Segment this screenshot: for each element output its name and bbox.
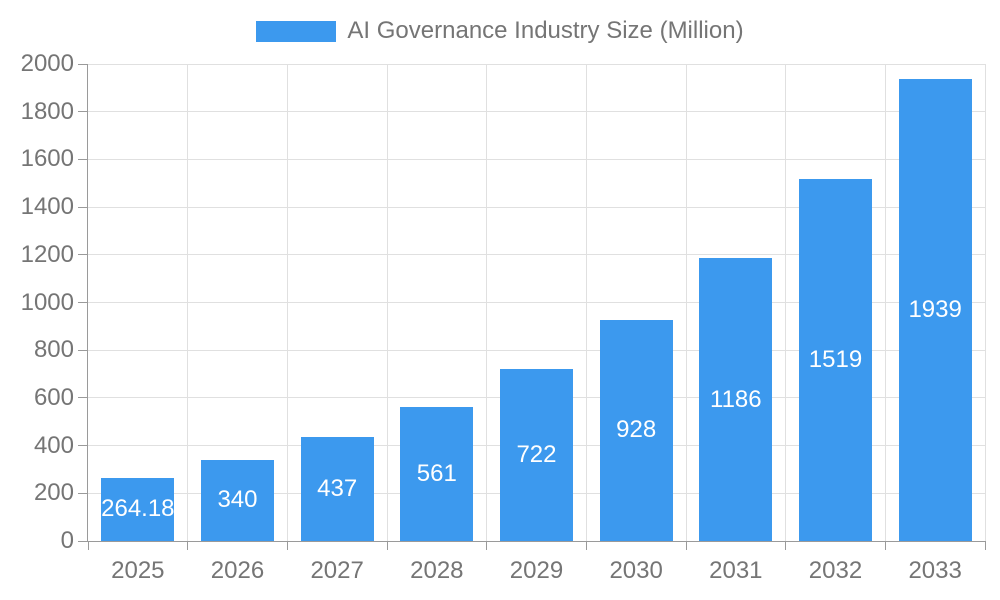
- legend-swatch-icon: [256, 20, 337, 42]
- y-tick-label: 2000: [20, 50, 74, 77]
- bar-value-label: 1186: [710, 385, 762, 413]
- x-tick-label: 2027: [310, 557, 364, 584]
- y-axis-tick: [78, 492, 88, 494]
- y-gridline: [88, 63, 985, 65]
- bar[interactable]: [898, 78, 972, 541]
- y-gridline: [88, 158, 985, 160]
- legend[interactable]: AI Governance Industry Size (Million): [0, 18, 1000, 44]
- bar[interactable]: [599, 319, 673, 541]
- x-axis-tick: [187, 541, 189, 550]
- bar-value-label: 722: [516, 440, 557, 468]
- y-axis-tick: [78, 302, 88, 303]
- x-gridline: [386, 64, 388, 541]
- y-gridline: [88, 254, 985, 256]
- bar-value-label: 1939: [908, 295, 962, 323]
- y-tick-label: 400: [33, 431, 74, 459]
- x-gridline: [685, 64, 687, 541]
- y-tick-label: 1400: [20, 193, 74, 221]
- y-tick-label: 1600: [20, 145, 74, 173]
- y-axis-tick: [78, 397, 88, 399]
- y-axis-tick: [78, 206, 88, 208]
- bar[interactable]: [400, 407, 474, 541]
- x-gridline: [486, 64, 488, 541]
- y-tick-label: 1000: [20, 288, 74, 316]
- x-tick-label: 2026: [210, 557, 265, 584]
- x-axis-tick: [486, 541, 488, 550]
- x-gridline: [286, 64, 288, 541]
- bar[interactable]: [300, 436, 374, 541]
- x-gridline: [884, 64, 886, 541]
- x-tick-label: 2030: [609, 557, 663, 584]
- y-gridline: [88, 206, 985, 208]
- y-axis-tick: [78, 111, 88, 113]
- x-gridline: [984, 64, 986, 541]
- y-tick-label: 800: [33, 336, 74, 364]
- bar[interactable]: [101, 477, 175, 541]
- bar-value-label: 437: [317, 474, 358, 502]
- x-axis-tick: [685, 541, 687, 550]
- x-axis-tick: [785, 541, 787, 550]
- bar-value-label: 264.18: [101, 495, 175, 523]
- x-gridline: [187, 64, 189, 541]
- bar-value-label: 1519: [808, 345, 863, 373]
- x-axis-line: [78, 541, 985, 542]
- x-tick-label: 2028: [410, 557, 464, 584]
- y-axis-tick: [78, 158, 88, 160]
- y-axis-tick: [78, 445, 88, 447]
- x-axis-tick: [585, 541, 587, 550]
- x-axis-tick: [286, 541, 288, 550]
- x-gridline: [785, 64, 787, 541]
- y-gridline: [88, 111, 985, 113]
- bar-value-label: 561: [416, 460, 457, 488]
- x-axis-tick: [984, 541, 986, 550]
- x-axis-tick: [386, 541, 388, 550]
- y-axis-tick: [78, 349, 88, 351]
- y-tick-label: 600: [33, 383, 74, 411]
- y-tick-label: 0: [60, 527, 74, 554]
- y-gridline: [88, 302, 985, 303]
- bar[interactable]: [500, 368, 573, 541]
- bar-value-label: 340: [217, 486, 258, 514]
- x-axis-tick: [884, 541, 886, 550]
- x-tick-label: 2025: [111, 557, 165, 584]
- x-tick-label: 2033: [908, 557, 962, 584]
- x-gridline: [585, 64, 587, 541]
- y-tick-label: 1200: [20, 240, 74, 268]
- x-tick-label: 2032: [808, 557, 863, 584]
- bar[interactable]: [799, 178, 872, 541]
- y-tick-label: 200: [33, 479, 74, 507]
- y-gridline: [88, 349, 985, 351]
- y-axis-line: [87, 64, 88, 542]
- x-axis-tick: [87, 541, 89, 550]
- bar-value-label: 928: [616, 416, 657, 444]
- y-axis-tick: [78, 63, 88, 65]
- y-axis-tick: [78, 254, 88, 256]
- bar[interactable]: [699, 258, 773, 541]
- y-tick-label: 1800: [20, 97, 74, 125]
- bar[interactable]: [201, 459, 274, 541]
- legend-label: AI Governance Industry Size (Million): [347, 17, 744, 44]
- x-tick-label: 2029: [509, 557, 564, 584]
- x-tick-label: 2031: [709, 557, 763, 584]
